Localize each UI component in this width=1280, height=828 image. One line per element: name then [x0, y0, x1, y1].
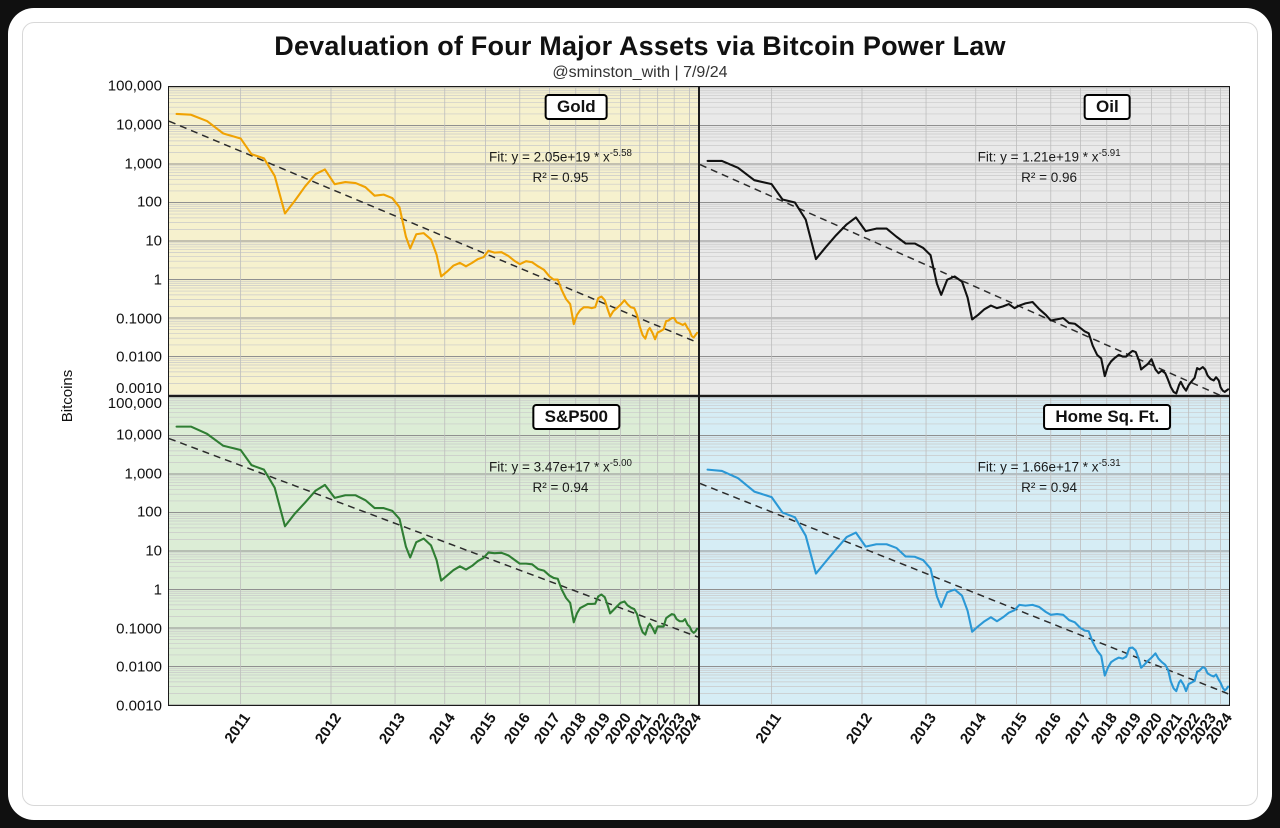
oil-r2-label: R² = 0.96 — [1021, 169, 1078, 185]
y-tick-label: 1 — [153, 581, 162, 599]
x-tick-label: 2011 — [221, 710, 254, 747]
home-r2-label: R² = 0.94 — [1021, 479, 1078, 495]
x-tick-label: 2012 — [842, 710, 876, 748]
gold-plot-svg — [169, 87, 698, 395]
y-tick-label: 10 — [145, 232, 162, 250]
y-tick-label: 1,000 — [124, 465, 162, 482]
oil-fit-exponent: -5.91 — [1098, 147, 1121, 159]
x-tick-label: 2011 — [752, 710, 785, 747]
chart-header: Devaluation of Four Major Assets via Bit… — [23, 31, 1257, 82]
y-tick-label: 10 — [145, 542, 162, 560]
x-tick-label: 2014 — [425, 710, 459, 748]
sp500-fit-annotation: Fit: y = 3.47e+17 * x-5.00 R² = 0.94 — [489, 456, 632, 499]
panel-gold: Gold Fit: y = 2.05e+19 * x-5.58 R² = 0.9… — [168, 86, 699, 396]
x-tick-label: 2015 — [997, 710, 1031, 748]
home-plot-svg — [700, 397, 1229, 705]
sp500-fit-equation: Fit: y = 3.47e+17 * x-5.00 — [489, 456, 632, 478]
y-tick-label: 0.0100 — [116, 658, 162, 676]
oil-title-box: Oil — [1083, 94, 1131, 120]
y-tick-label: 100,000 — [107, 395, 162, 413]
y-tick-label: 0.1000 — [116, 310, 162, 327]
sp500-r2-label: R² = 0.94 — [532, 479, 589, 495]
y-tick-label: 0.0010 — [116, 379, 162, 397]
oil-fit-annotation: Fit: y = 1.21e+19 * x-5.91 R² = 0.96 — [978, 146, 1121, 189]
home-fit-prefix: Fit: y = 1.66e+17 * x — [977, 459, 1099, 475]
sp500-fit-exponent: -5.00 — [609, 457, 632, 469]
oil-fit-equation: Fit: y = 1.21e+19 * x-5.91 — [978, 146, 1121, 168]
y-axis-bottom: 100,000 10,000 1,000 100 10 1 0.1000 0.0100 0.00… — [84, 395, 168, 714]
gold-fit-exponent: -5.58 — [609, 147, 632, 159]
home-fit-exponent: -5.31 — [1098, 457, 1121, 469]
x-tick-label: 2014 — [956, 710, 990, 748]
x-tick-label: 2012 — [311, 710, 345, 748]
home-fit-equation: Fit: y = 1.66e+17 * x-5.31 — [978, 456, 1121, 478]
y-tick-label: 0.0100 — [116, 348, 162, 366]
home-fit-annotation: Fit: y = 1.66e+17 * x-5.31 R² = 0.94 — [978, 456, 1121, 499]
panel-home: Home Sq. Ft. Fit: y = 1.66e+17 * x-5.31 … — [699, 396, 1230, 706]
y-tick-label: 10,000 — [116, 116, 162, 134]
gold-fit-prefix: Fit: y = 2.05e+19 * x — [488, 149, 610, 165]
y-tick-label: 100 — [136, 193, 162, 211]
y-tick-label: 10,000 — [116, 426, 162, 444]
x-axis-right: 2011 2012 2013 2014 2015 2016 2017 2018 2019 2020… — [699, 706, 1235, 764]
x-tick-label: 2013 — [375, 710, 409, 748]
gold-r2-label: R² = 0.95 — [532, 169, 589, 185]
y-tick-label: 0.0010 — [116, 697, 162, 715]
gold-fit-equation: Fit: y = 2.05e+19 * x-5.58 — [489, 146, 632, 168]
panel-sp500: S&P500 Fit: y = 3.47e+17 * x-5.00 R² = 0… — [168, 396, 699, 706]
x-axis-left: 2011 2012 2013 2014 2015 2016 2017 2018 2019 2020… — [168, 706, 704, 764]
x-tick-label: 2018 — [557, 710, 591, 748]
x-tick-label: 2015 — [466, 710, 500, 748]
x-tick-label: 2017 — [1061, 710, 1095, 748]
gold-title-box: Gold — [544, 94, 608, 120]
x-tick-label: 2016 — [1031, 710, 1065, 748]
gold-fit-annotation: Fit: y = 2.05e+19 * x-5.58 R² = 0.95 — [489, 146, 632, 189]
x-tick-label: 2018 — [1088, 710, 1122, 748]
inner-frame: Devaluation of Four Major Assets via Bit… — [22, 22, 1258, 806]
x-tick-label: 2013 — [906, 710, 940, 748]
y-axis-top: 100,000 10,000 1,000 100 10 1 0.1000 0.0100 0.00… — [84, 78, 168, 397]
home-title-box: Home Sq. Ft. — [1043, 404, 1172, 430]
y-tick-label: 100 — [136, 503, 162, 521]
y-tick-label: 0.1000 — [116, 620, 162, 637]
panel-oil: Oil Fit: y = 1.21e+19 * x-5.91 R² = 0.96 — [699, 86, 1230, 396]
chart-card: Devaluation of Four Major Assets via Bit… — [8, 8, 1272, 820]
chart-grid: Bitcoins 100,000 10,000 1,000 100 10 1 0.1000 0… — [50, 78, 1236, 764]
y-tick-label: 1 — [153, 271, 162, 289]
y-tick-label: 100,000 — [107, 77, 162, 95]
x-tick-label: 2017 — [530, 710, 564, 748]
oil-fit-prefix: Fit: y = 1.21e+19 * x — [977, 149, 1099, 165]
x-tick-label: 2016 — [500, 710, 534, 748]
sp500-title-box: S&P500 — [532, 404, 620, 430]
sp500-plot-svg — [169, 397, 698, 705]
oil-plot-svg — [700, 87, 1229, 395]
chart-title: Devaluation of Four Major Assets via Bit… — [274, 31, 1006, 61]
sp500-fit-prefix: Fit: y = 3.47e+17 * x — [488, 459, 610, 475]
chart-subtitle: @sminston_with | 7/9/24 — [552, 64, 728, 81]
y-tick-label: 1,000 — [124, 155, 162, 172]
